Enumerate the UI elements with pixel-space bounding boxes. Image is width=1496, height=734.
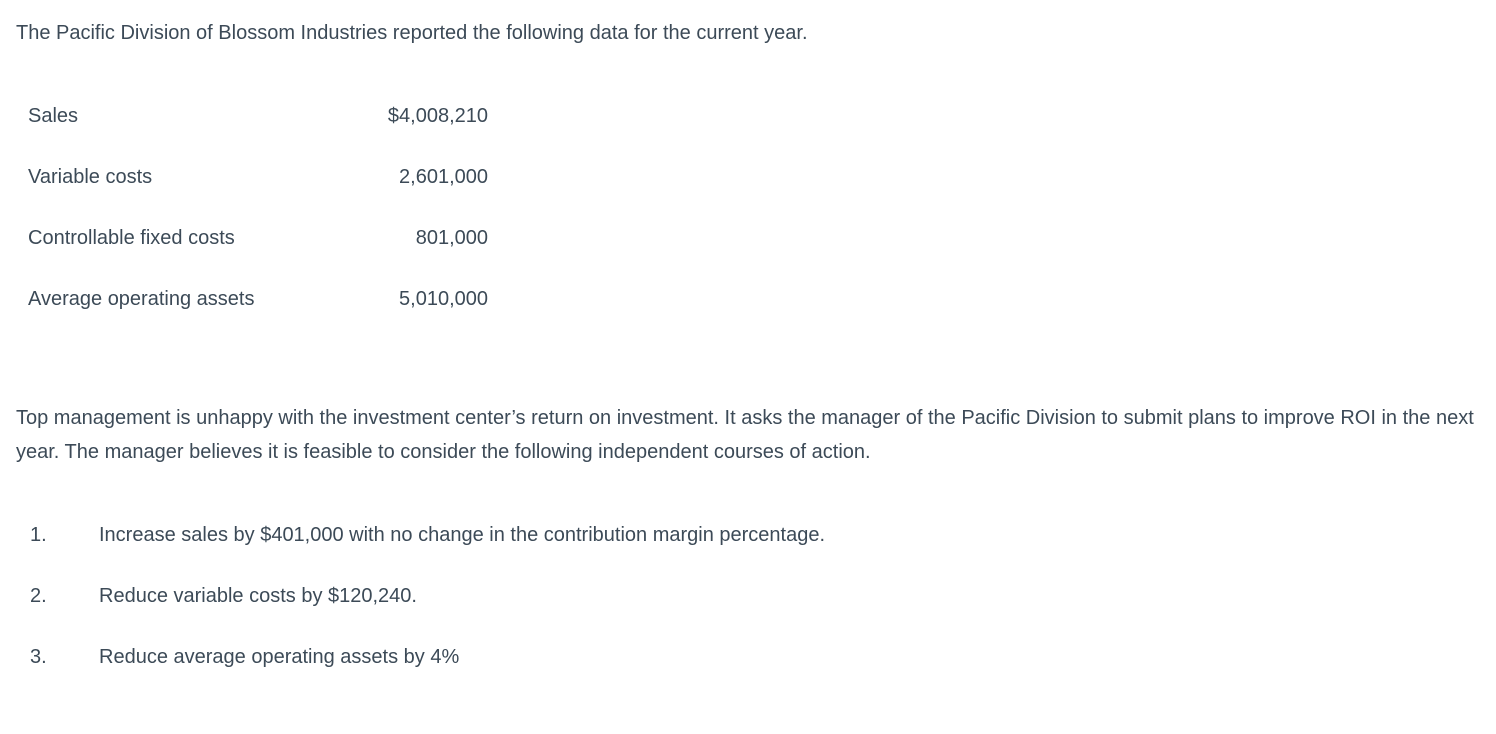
row-label: Sales <box>28 105 79 127</box>
row-value: 2,601,000 <box>399 166 488 188</box>
row-label: Controllable fixed costs <box>28 227 235 249</box>
management-paragraph: Top management is unhappy with the inves… <box>16 407 1474 463</box>
action-number: 1. <box>30 524 47 546</box>
row-label: Average operating assets <box>28 288 255 310</box>
table-row-variable-costs: Variable costs 2,601,000 <box>28 147 488 208</box>
action-item-3: 3. Reduce average operating assets by 4% <box>30 627 1480 688</box>
table-row-controllable-fixed-costs: Controllable fixed costs 801,000 <box>28 208 488 269</box>
action-text: Reduce variable costs by $120,240. <box>99 585 417 607</box>
action-text: Reduce average operating assets by 4% <box>99 646 460 668</box>
row-value: 5,010,000 <box>399 288 488 310</box>
row-value: $4,008,210 <box>387 105 488 127</box>
action-item-2: 2. Reduce variable costs by $120,240. <box>30 566 1480 627</box>
action-list: 1. Increase sales by $401,000 with no ch… <box>30 505 1480 688</box>
table-row-average-operating-assets: Average operating assets 5,010,000 <box>28 269 488 330</box>
problem-statement: The Pacific Division of Blossom Industri… <box>16 22 1480 688</box>
action-item-1: 1. Increase sales by $401,000 with no ch… <box>30 505 1480 566</box>
action-number: 3. <box>30 646 47 668</box>
table-row-sales: Sales $4,008,210 <box>28 86 488 147</box>
row-label: Variable costs <box>28 166 153 188</box>
intro-text: The Pacific Division of Blossom Industri… <box>16 22 808 44</box>
financial-data-table: Sales $4,008,210 Variable costs 2,601,00… <box>28 86 488 330</box>
row-value: 801,000 <box>415 227 488 249</box>
action-text: Increase sales by $401,000 with no chang… <box>99 524 826 546</box>
action-number: 2. <box>30 585 47 607</box>
